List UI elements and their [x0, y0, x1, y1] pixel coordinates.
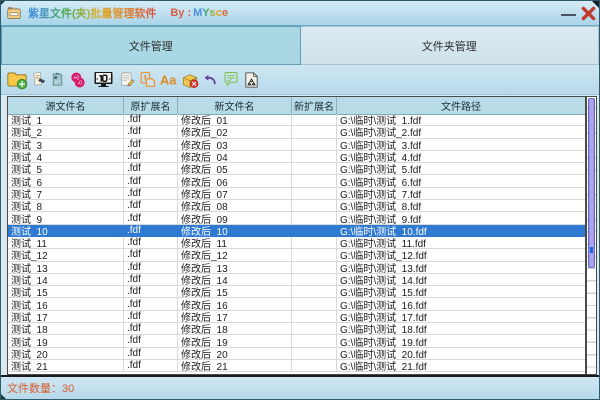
svg-text:-0: -0	[77, 80, 82, 86]
svg-text:Aa: Aa	[160, 72, 177, 87]
